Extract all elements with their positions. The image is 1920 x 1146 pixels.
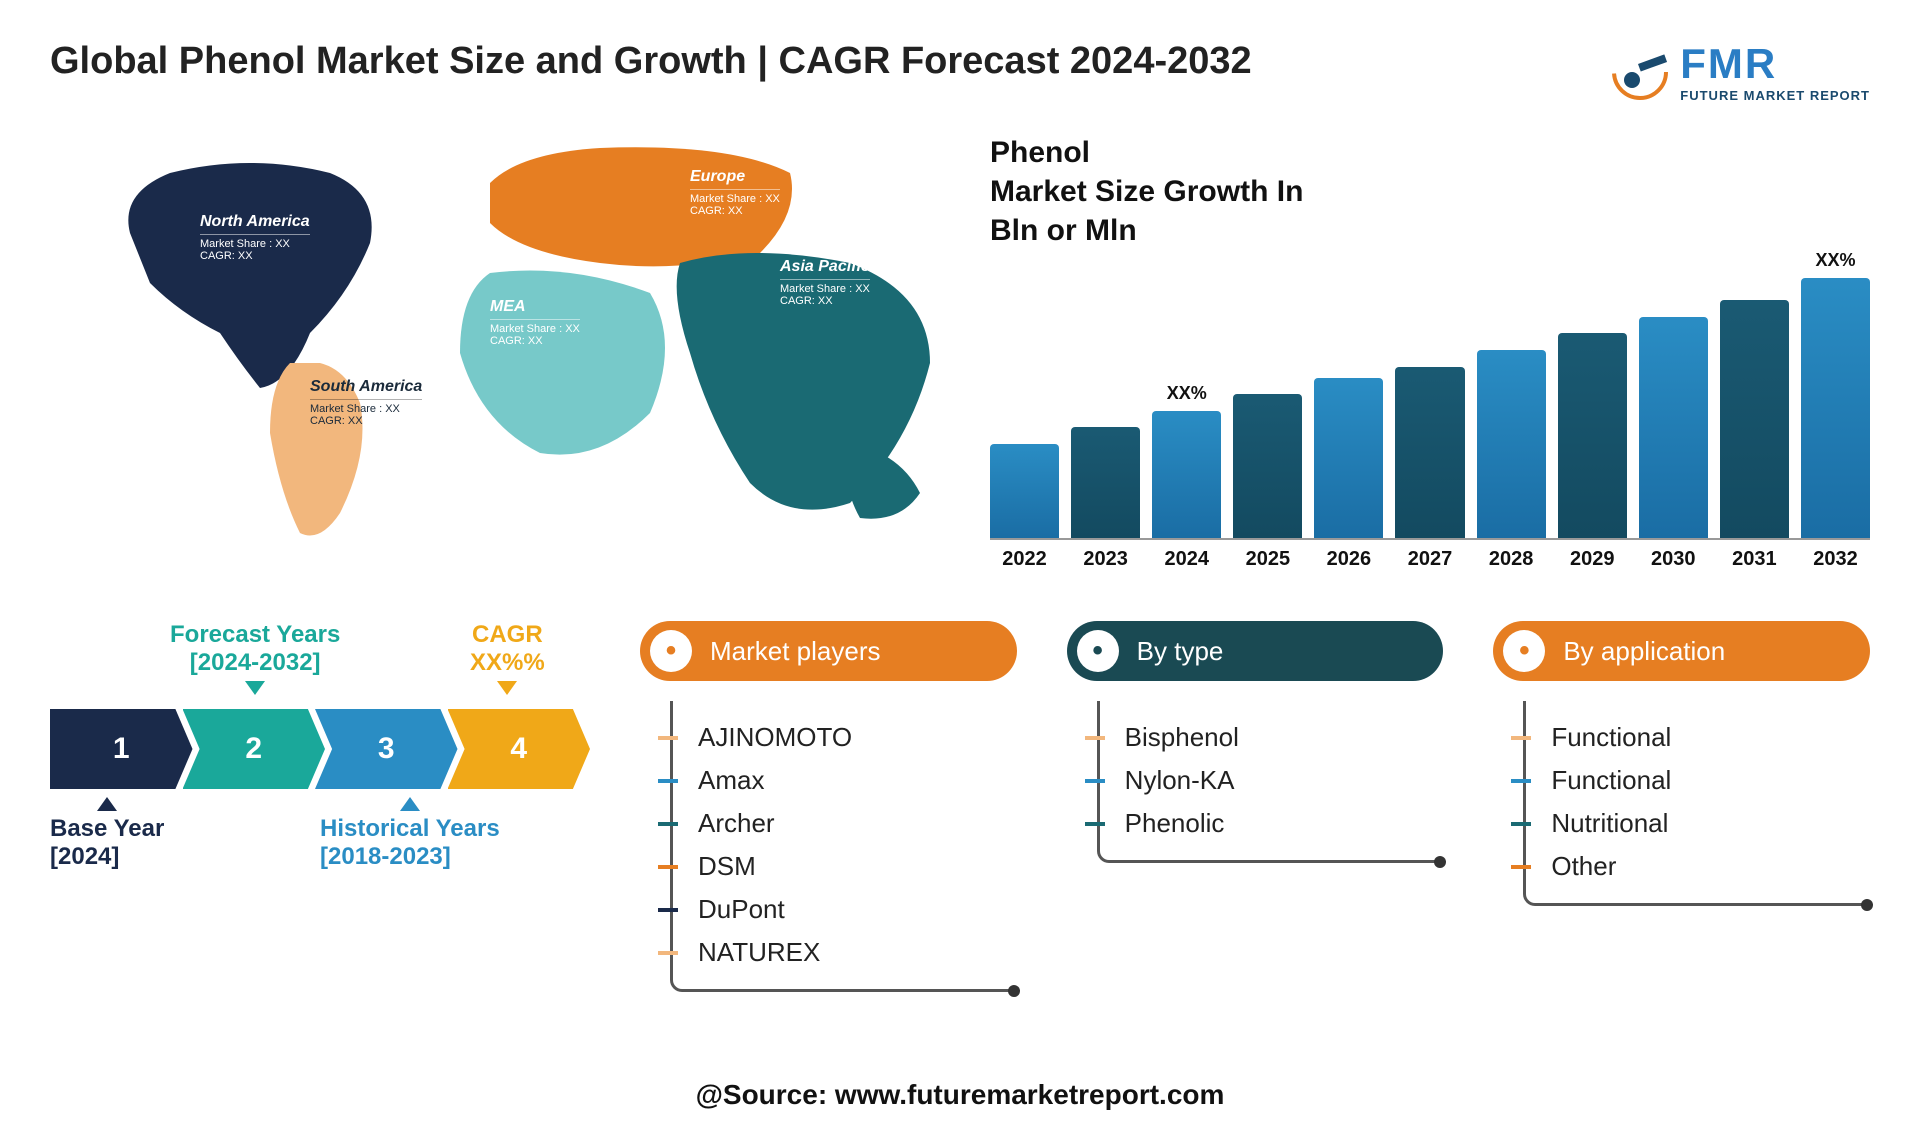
bar-2023 xyxy=(1071,427,1140,538)
list-item: Functional xyxy=(1551,716,1870,759)
bar-2022 xyxy=(990,444,1059,538)
chart-title-2: Market Size Growth In xyxy=(990,175,1303,208)
region-label-north-america: North AmericaMarket Share : XXCAGR: XX xyxy=(200,213,310,262)
list-item: DSM xyxy=(698,845,1017,888)
logo-main-text: FMR xyxy=(1680,40,1870,88)
xlabel-2030: 2030 xyxy=(1639,548,1708,571)
historical-years-label: Historical Years [2018-2023] xyxy=(320,797,500,871)
source-attribution: @Source: www.futuremarketreport.com xyxy=(696,1079,1225,1111)
xlabel-2031: 2031 xyxy=(1720,548,1789,571)
category-market-players: • Market players AJINOMOTO Amax Archer D… xyxy=(640,621,1017,992)
category-pill: • Market players xyxy=(640,621,1017,681)
list-item: DuPont xyxy=(698,888,1017,931)
list-item: NATUREX xyxy=(698,931,1017,974)
list-item: Archer xyxy=(698,802,1017,845)
list-item: Nylon-KA xyxy=(1125,759,1444,802)
xlabel-2032: 2032 xyxy=(1801,548,1870,571)
region-label-asia-pacific: Asia PacificMarket Share : XXCAGR: XX xyxy=(780,258,870,307)
bar-2025 xyxy=(1233,394,1302,538)
bar-2031 xyxy=(1720,300,1789,538)
list-item: Phenolic xyxy=(1125,802,1444,845)
timeline-seg-1: 1 xyxy=(50,709,193,789)
xlabel-2023: 2023 xyxy=(1071,548,1140,571)
timeline-seg-4: 4 xyxy=(448,709,591,789)
category-list: AJINOMOTO Amax Archer DSM DuPont NATUREX xyxy=(670,701,1017,992)
list-item: Amax xyxy=(698,759,1017,802)
cagr-label: CAGR XX%% xyxy=(470,621,545,695)
list-item: AJINOMOTO xyxy=(698,716,1017,759)
category-by-application: • By application Functional Functional N… xyxy=(1493,621,1870,992)
list-item: Other xyxy=(1551,845,1870,888)
telescope-icon xyxy=(1610,42,1670,102)
region-mea xyxy=(450,263,680,463)
chart-title-1: Phenol xyxy=(990,136,1090,169)
category-pill: • By type xyxy=(1067,621,1444,681)
xlabel-2024: 2024 xyxy=(1152,548,1221,571)
xlabel-2022: 2022 xyxy=(990,548,1059,571)
bar-chart: Phenol Market Size Growth In Bln or Mln … xyxy=(990,133,1870,571)
category-pill: • By application xyxy=(1493,621,1870,681)
timeline-seg-2: 2 xyxy=(183,709,326,789)
list-item: Nutritional xyxy=(1551,802,1870,845)
base-year-label: Base Year [2024] xyxy=(50,797,164,871)
bar-2027 xyxy=(1395,367,1464,538)
xlabel-2029: 2029 xyxy=(1558,548,1627,571)
list-item: Bisphenol xyxy=(1125,716,1444,759)
bar-2032: XX% xyxy=(1801,278,1870,538)
xlabel-2028: 2028 xyxy=(1477,548,1546,571)
chart-title-3: Bln or Mln xyxy=(990,214,1137,247)
fmr-logo: FMR FUTURE MARKET REPORT xyxy=(1610,40,1870,103)
page-title: Global Phenol Market Size and Growth | C… xyxy=(50,40,1252,83)
bar-2030 xyxy=(1639,317,1708,538)
bar-2028 xyxy=(1477,350,1546,538)
bar-2029 xyxy=(1558,333,1627,538)
list-item: Functional xyxy=(1551,759,1870,802)
category-title: By application xyxy=(1563,636,1725,667)
xlabel-2025: 2025 xyxy=(1233,548,1302,571)
region-label-europe: EuropeMarket Share : XXCAGR: XX xyxy=(690,168,780,217)
category-by-type: • By type Bisphenol Nylon-KA Phenolic xyxy=(1067,621,1444,992)
category-title: Market players xyxy=(710,636,881,667)
category-title: By type xyxy=(1137,636,1224,667)
timeline: Forecast Years [2024-2032] CAGR XX%% 123… xyxy=(50,621,590,897)
region-label-mea: MEAMarket Share : XXCAGR: XX xyxy=(490,298,580,347)
category-list: Functional Functional Nutritional Other xyxy=(1523,701,1870,906)
forecast-label: Forecast Years [2024-2032] xyxy=(170,621,340,695)
region-north-america xyxy=(110,153,390,393)
bar-2024: XX% xyxy=(1152,411,1221,538)
region-label-south-america: South AmericaMarket Share : XXCAGR: XX xyxy=(310,378,422,427)
category-list: Bisphenol Nylon-KA Phenolic xyxy=(1097,701,1444,863)
logo-sub-text: FUTURE MARKET REPORT xyxy=(1680,88,1870,103)
bar-2026 xyxy=(1314,378,1383,538)
xlabel-2027: 2027 xyxy=(1395,548,1464,571)
world-map: North AmericaMarket Share : XXCAGR: XX So… xyxy=(50,133,950,513)
xlabel-2026: 2026 xyxy=(1314,548,1383,571)
timeline-seg-3: 3 xyxy=(315,709,458,789)
